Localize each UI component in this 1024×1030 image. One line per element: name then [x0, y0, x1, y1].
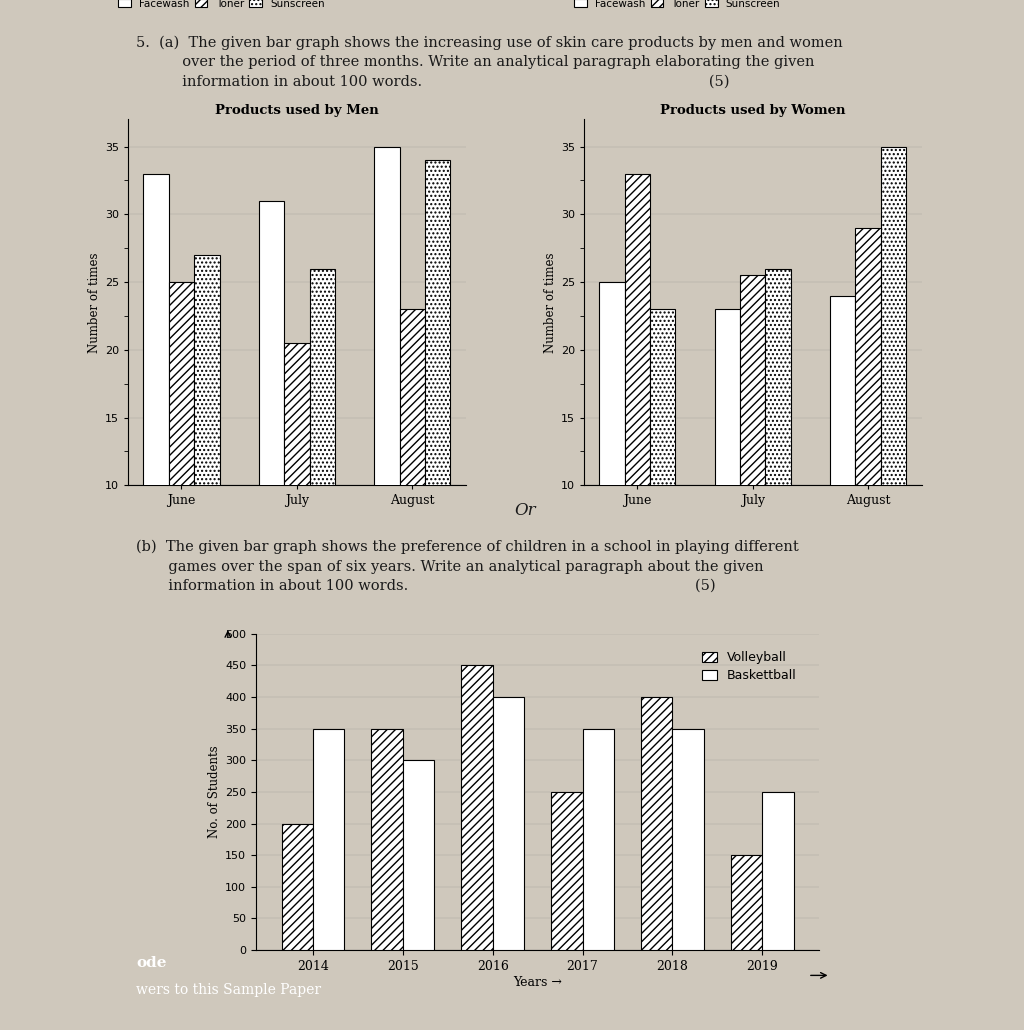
Bar: [881, 146, 906, 621]
Bar: [169, 282, 195, 621]
Bar: [309, 269, 335, 621]
Y-axis label: No. of Students: No. of Students: [208, 746, 221, 838]
Bar: [650, 309, 676, 621]
Bar: [374, 146, 399, 621]
Bar: [259, 201, 284, 621]
Bar: [284, 343, 309, 621]
Bar: [493, 697, 524, 950]
Legend: Facewash, Toner, Sunscreen: Facewash, Toner, Sunscreen: [572, 0, 782, 10]
Bar: [673, 728, 703, 950]
Bar: [461, 665, 493, 950]
Bar: [402, 760, 434, 950]
Bar: [762, 792, 794, 950]
X-axis label: Years →: Years →: [513, 975, 562, 989]
Y-axis label: Number of times: Number of times: [88, 252, 100, 352]
Title: Products used by Women: Products used by Women: [660, 104, 846, 117]
Y-axis label: Number of times: Number of times: [544, 252, 557, 352]
Text: (b)  The given bar graph shows the preference of children in a school in playing: (b) The given bar graph shows the prefer…: [136, 540, 799, 593]
Bar: [830, 296, 855, 621]
Bar: [143, 174, 169, 621]
Bar: [731, 855, 762, 950]
Text: 5.  (a)  The given bar graph shows the increasing use of skin care products by m: 5. (a) The given bar graph shows the inc…: [136, 35, 843, 89]
Bar: [372, 728, 402, 950]
Bar: [766, 269, 791, 621]
Text: wers to this Sample Paper: wers to this Sample Paper: [136, 983, 322, 997]
Bar: [425, 160, 451, 621]
Bar: [399, 309, 425, 621]
Text: Or: Or: [514, 502, 536, 518]
Bar: [641, 697, 673, 950]
Bar: [715, 309, 740, 621]
Bar: [195, 255, 219, 621]
Legend: Facewash, Toner, Sunscreen: Facewash, Toner, Sunscreen: [117, 0, 327, 10]
Bar: [625, 174, 650, 621]
Bar: [599, 282, 625, 621]
Title: Products used by Men: Products used by Men: [215, 104, 379, 117]
Text: ode: ode: [136, 956, 167, 970]
Bar: [583, 728, 614, 950]
Legend: Volleyball, Baskettball: Volleyball, Baskettball: [697, 646, 802, 687]
Bar: [855, 228, 881, 621]
Bar: [740, 275, 766, 621]
Bar: [282, 824, 313, 950]
Bar: [551, 792, 583, 950]
Bar: [313, 728, 344, 950]
